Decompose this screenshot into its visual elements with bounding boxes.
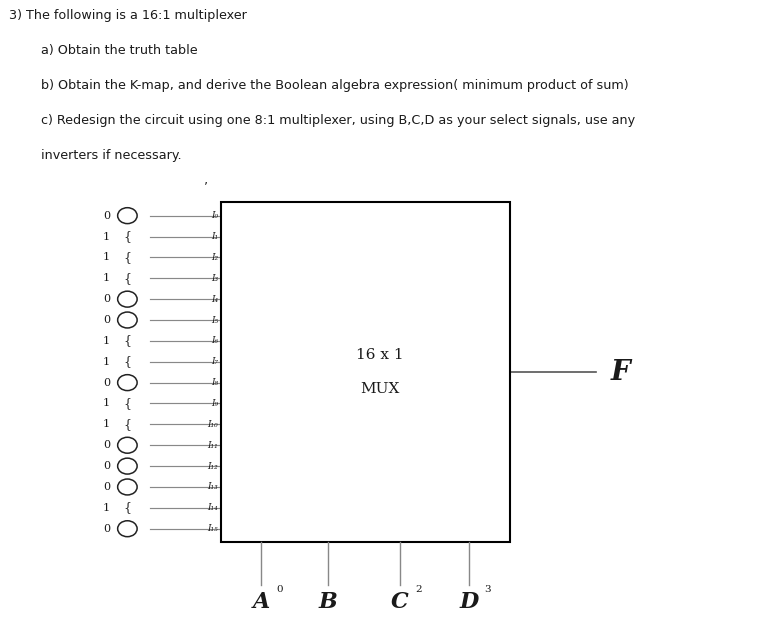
Text: 1: 1 — [103, 503, 110, 513]
Text: I₃: I₃ — [211, 274, 218, 283]
Text: 2: 2 — [415, 585, 421, 594]
Text: {: { — [123, 418, 132, 431]
Text: {: { — [123, 272, 132, 285]
Text: 16 x 1: 16 x 1 — [356, 348, 404, 362]
Text: 0: 0 — [103, 294, 110, 304]
Text: I₁₃: I₁₃ — [207, 483, 218, 491]
Text: I₈: I₈ — [211, 378, 218, 387]
Text: I₅: I₅ — [211, 316, 218, 324]
Text: I₄: I₄ — [211, 295, 218, 303]
Text: I₁₂: I₁₂ — [207, 462, 218, 471]
Text: {: { — [123, 355, 132, 368]
Text: I₁₅: I₁₅ — [207, 524, 218, 533]
Text: 1: 1 — [103, 232, 110, 242]
Text: c) Redesign the circuit using one 8:1 multiplexer, using B,C,D as your select si: c) Redesign the circuit using one 8:1 mu… — [9, 114, 635, 127]
Text: I₉: I₉ — [211, 399, 218, 408]
Text: {: { — [123, 251, 132, 264]
Text: I₁₀: I₁₀ — [207, 420, 218, 429]
Text: 0: 0 — [103, 482, 110, 492]
Text: {: { — [123, 334, 132, 347]
Text: 1: 1 — [103, 336, 110, 346]
Text: 1: 1 — [103, 357, 110, 366]
Text: a) Obtain the truth table: a) Obtain the truth table — [9, 44, 198, 57]
Text: I₁: I₁ — [211, 232, 218, 241]
Text: I₆: I₆ — [211, 336, 218, 345]
Text: 1: 1 — [103, 252, 110, 263]
Text: I₂: I₂ — [211, 253, 218, 262]
Text: 0: 0 — [103, 523, 110, 534]
Text: I₀: I₀ — [211, 211, 218, 220]
Text: inverters if necessary.: inverters if necessary. — [9, 149, 182, 162]
Text: 1: 1 — [103, 420, 110, 430]
Text: {: { — [123, 501, 132, 514]
Bar — [221, 202, 509, 542]
Text: F: F — [611, 358, 630, 386]
Text: I₁₁: I₁₁ — [207, 441, 218, 450]
Text: B: B — [319, 591, 337, 613]
Text: 0: 0 — [103, 315, 110, 325]
Text: I₁₄: I₁₄ — [207, 503, 218, 512]
Text: 1: 1 — [103, 273, 110, 283]
Text: ’: ’ — [204, 180, 208, 193]
Text: 0: 0 — [277, 585, 283, 594]
Text: 0: 0 — [103, 440, 110, 451]
Text: 0: 0 — [103, 211, 110, 221]
Text: C: C — [391, 591, 409, 613]
Text: b) Obtain the K-map, and derive the Boolean algebra expression( minimum product : b) Obtain the K-map, and derive the Bool… — [9, 79, 629, 92]
Text: 3: 3 — [485, 585, 491, 594]
Text: A: A — [253, 591, 270, 613]
Text: MUX: MUX — [360, 383, 400, 396]
Text: {: { — [123, 397, 132, 410]
Text: 0: 0 — [103, 378, 110, 387]
Text: 0: 0 — [103, 461, 110, 471]
Text: {: { — [123, 230, 132, 243]
Text: 1: 1 — [103, 399, 110, 408]
Text: D: D — [460, 591, 479, 613]
Text: 3) The following is a 16:1 multiplexer: 3) The following is a 16:1 multiplexer — [9, 9, 247, 22]
Text: I₇: I₇ — [211, 357, 218, 366]
